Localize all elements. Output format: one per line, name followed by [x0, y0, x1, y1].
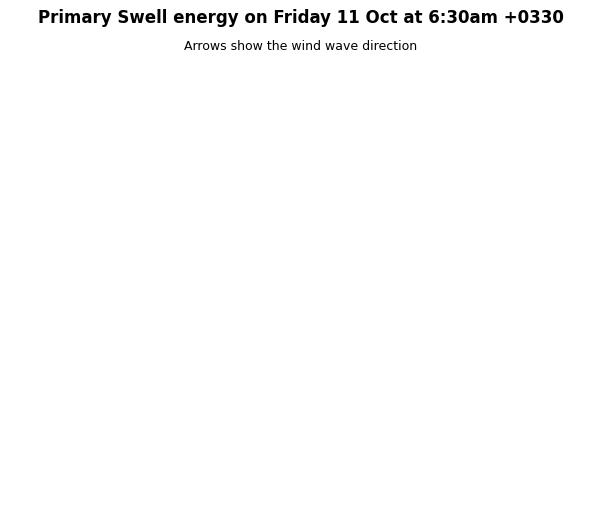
Text: Primary Swell energy on Friday 11 Oct at 6:30am +0330: Primary Swell energy on Friday 11 Oct at… [37, 9, 564, 26]
Text: Arrows show the wind wave direction: Arrows show the wind wave direction [184, 40, 417, 53]
Text: cartopy required: cartopy required [219, 274, 382, 293]
